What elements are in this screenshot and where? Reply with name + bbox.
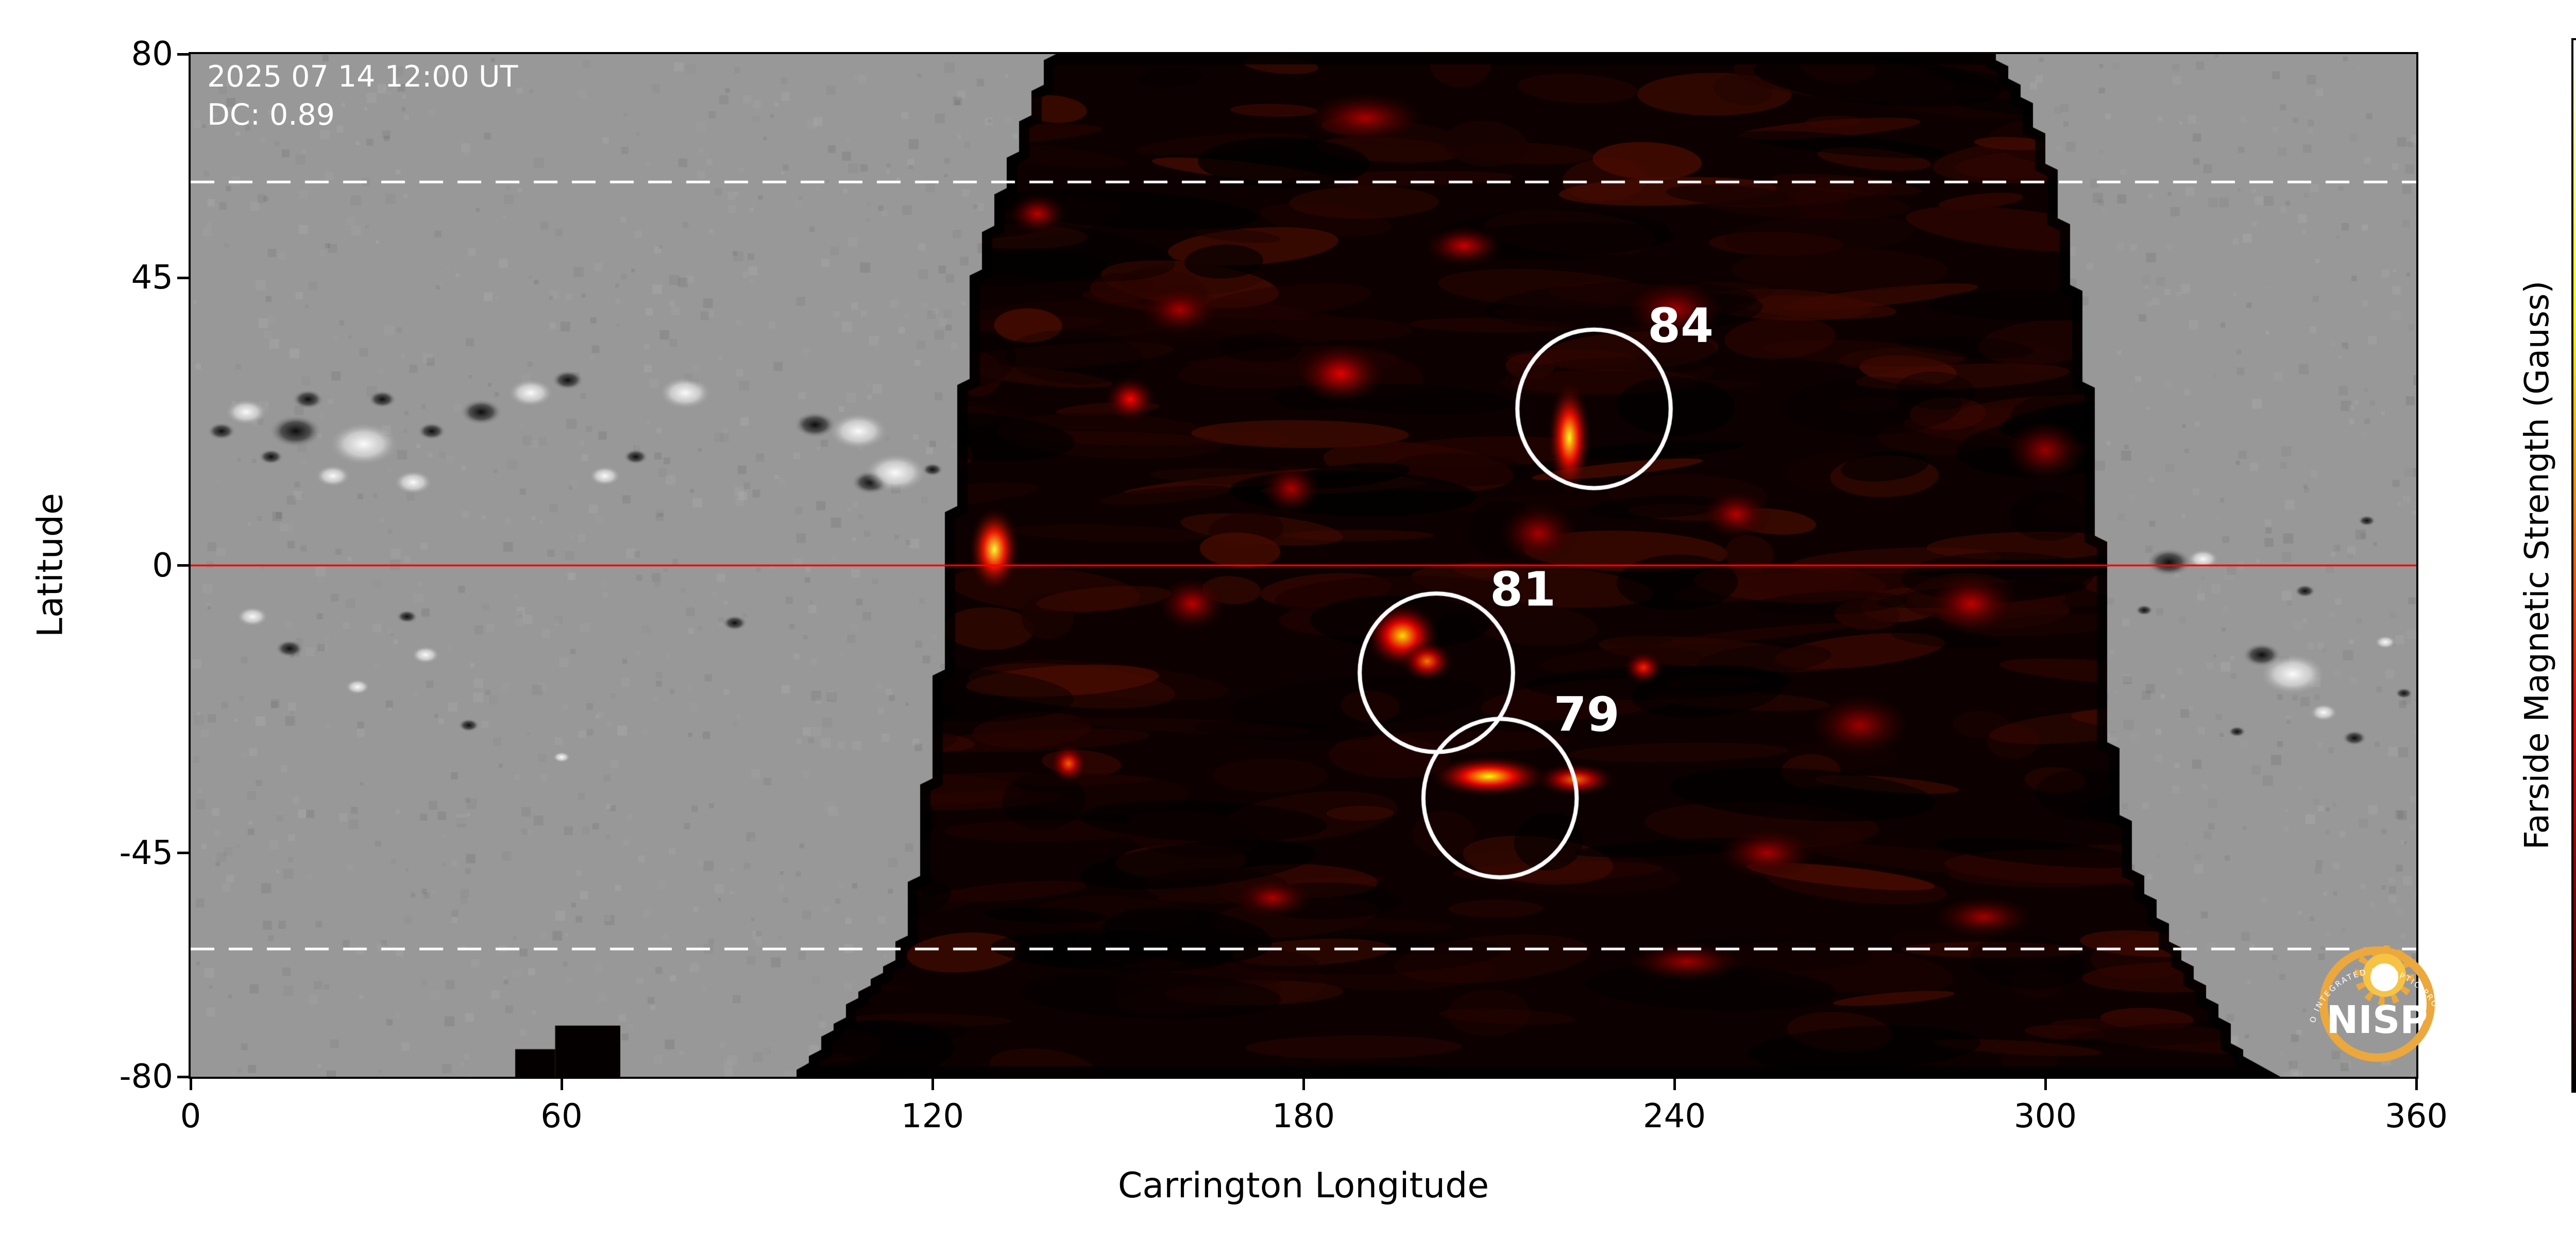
logo-sun-icon (2354, 945, 2414, 1005)
x-tick-mark (2044, 1079, 2047, 1090)
x-tick-label: 240 (1642, 1097, 1706, 1135)
x-tick-label: 300 (2013, 1097, 2077, 1135)
farside-colorbar-label: Farside Magnetic Strength (Gauss) (2518, 280, 2556, 850)
x-tick-label: 360 (2384, 1097, 2448, 1135)
map-plot-frame (189, 52, 2418, 1079)
map-canvas (191, 54, 2416, 1077)
y-tick-label: 80 (131, 35, 173, 73)
x-tick-mark (1673, 1079, 1676, 1090)
x-tick-label: 180 (1272, 1097, 1335, 1135)
x-tick-label: 120 (901, 1097, 964, 1135)
logo-ring-icon (2319, 946, 2435, 1062)
y-tick-mark (177, 276, 189, 279)
farside-colorbar (2571, 38, 2576, 1093)
x-tick-mark (560, 1079, 563, 1090)
x-tick-label: 60 (540, 1097, 583, 1135)
y-axis-title: Latitude (30, 493, 71, 637)
logo-wordmark: NISP (2327, 998, 2428, 1042)
nisp-logo: NSO INTEGRATED SYNOPTIC PROGRAM NISP (2308, 945, 2445, 1062)
duty-cycle-annotation: DC: 0.89 (207, 98, 335, 132)
x-tick-label: 0 (180, 1097, 201, 1135)
y-tick-mark (177, 1075, 189, 1078)
y-tick-label: 45 (131, 259, 173, 297)
x-tick-mark (931, 1079, 934, 1090)
y-tick-mark (177, 53, 189, 56)
farside-colorbar-gradient (2573, 40, 2576, 1091)
y-tick-mark (177, 564, 189, 567)
x-tick-mark (189, 1079, 192, 1090)
y-tick-label: -80 (119, 1058, 173, 1096)
x-tick-mark (2415, 1079, 2418, 1090)
x-tick-mark (1302, 1079, 1305, 1090)
x-axis-title: Carrington Longitude (1117, 1165, 1489, 1206)
y-tick-mark (177, 852, 189, 855)
datetime-annotation: 2025 07 14 12:00 UT (207, 60, 518, 94)
y-tick-label: -45 (119, 834, 173, 872)
